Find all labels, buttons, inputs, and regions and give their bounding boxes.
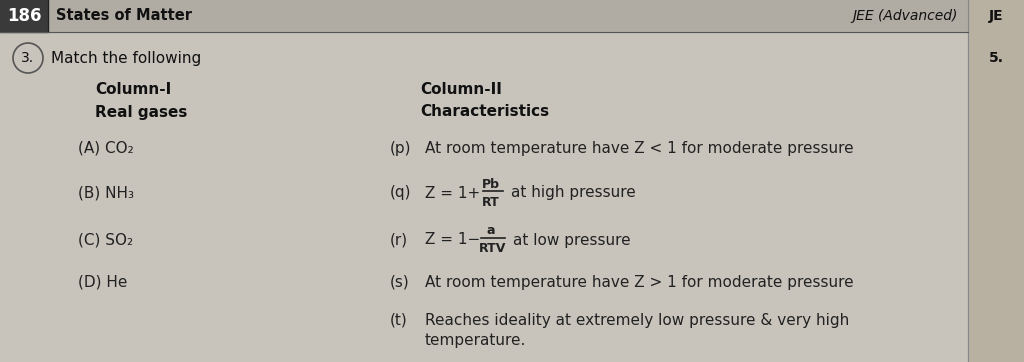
Text: Pb: Pb xyxy=(482,177,500,190)
Text: Characteristics: Characteristics xyxy=(420,105,549,119)
Text: Column-I: Column-I xyxy=(95,83,171,97)
Bar xyxy=(968,0,1024,362)
Text: At room temperature have Z > 1 for moderate pressure: At room temperature have Z > 1 for moder… xyxy=(425,274,854,290)
Text: States of Matter: States of Matter xyxy=(56,8,193,24)
Text: Column-II: Column-II xyxy=(420,83,502,97)
Text: (C) SO₂: (C) SO₂ xyxy=(78,232,133,248)
Text: (D) He: (D) He xyxy=(78,274,127,290)
Bar xyxy=(0,0,968,32)
Text: Reaches ideality at extremely low pressure & very high: Reaches ideality at extremely low pressu… xyxy=(425,312,849,328)
Text: JEE (Advanced): JEE (Advanced) xyxy=(853,9,958,23)
Text: 186: 186 xyxy=(7,7,41,25)
Text: 3.: 3. xyxy=(22,51,35,65)
Text: (B) NH₃: (B) NH₃ xyxy=(78,185,134,201)
Text: Real gases: Real gases xyxy=(95,105,187,119)
Text: (q): (q) xyxy=(390,185,412,201)
Text: a: a xyxy=(486,224,496,237)
Text: Z = 1+: Z = 1+ xyxy=(425,185,480,201)
Text: at high pressure: at high pressure xyxy=(511,185,636,201)
Text: JE: JE xyxy=(989,9,1004,23)
Text: Match the following: Match the following xyxy=(51,51,202,66)
Text: RTV: RTV xyxy=(479,243,507,256)
Text: (p): (p) xyxy=(390,140,412,156)
Text: (s): (s) xyxy=(390,274,410,290)
Text: at low pressure: at low pressure xyxy=(513,232,631,248)
Text: (A) CO₂: (A) CO₂ xyxy=(78,140,134,156)
Text: 5.: 5. xyxy=(988,51,1004,65)
Text: (r): (r) xyxy=(390,232,409,248)
Text: (t): (t) xyxy=(390,312,408,328)
Bar xyxy=(0,0,48,32)
Text: RT: RT xyxy=(482,195,500,209)
Text: temperature.: temperature. xyxy=(425,333,526,348)
Text: At room temperature have Z < 1 for moderate pressure: At room temperature have Z < 1 for moder… xyxy=(425,140,854,156)
Text: Z = 1−: Z = 1− xyxy=(425,232,480,248)
